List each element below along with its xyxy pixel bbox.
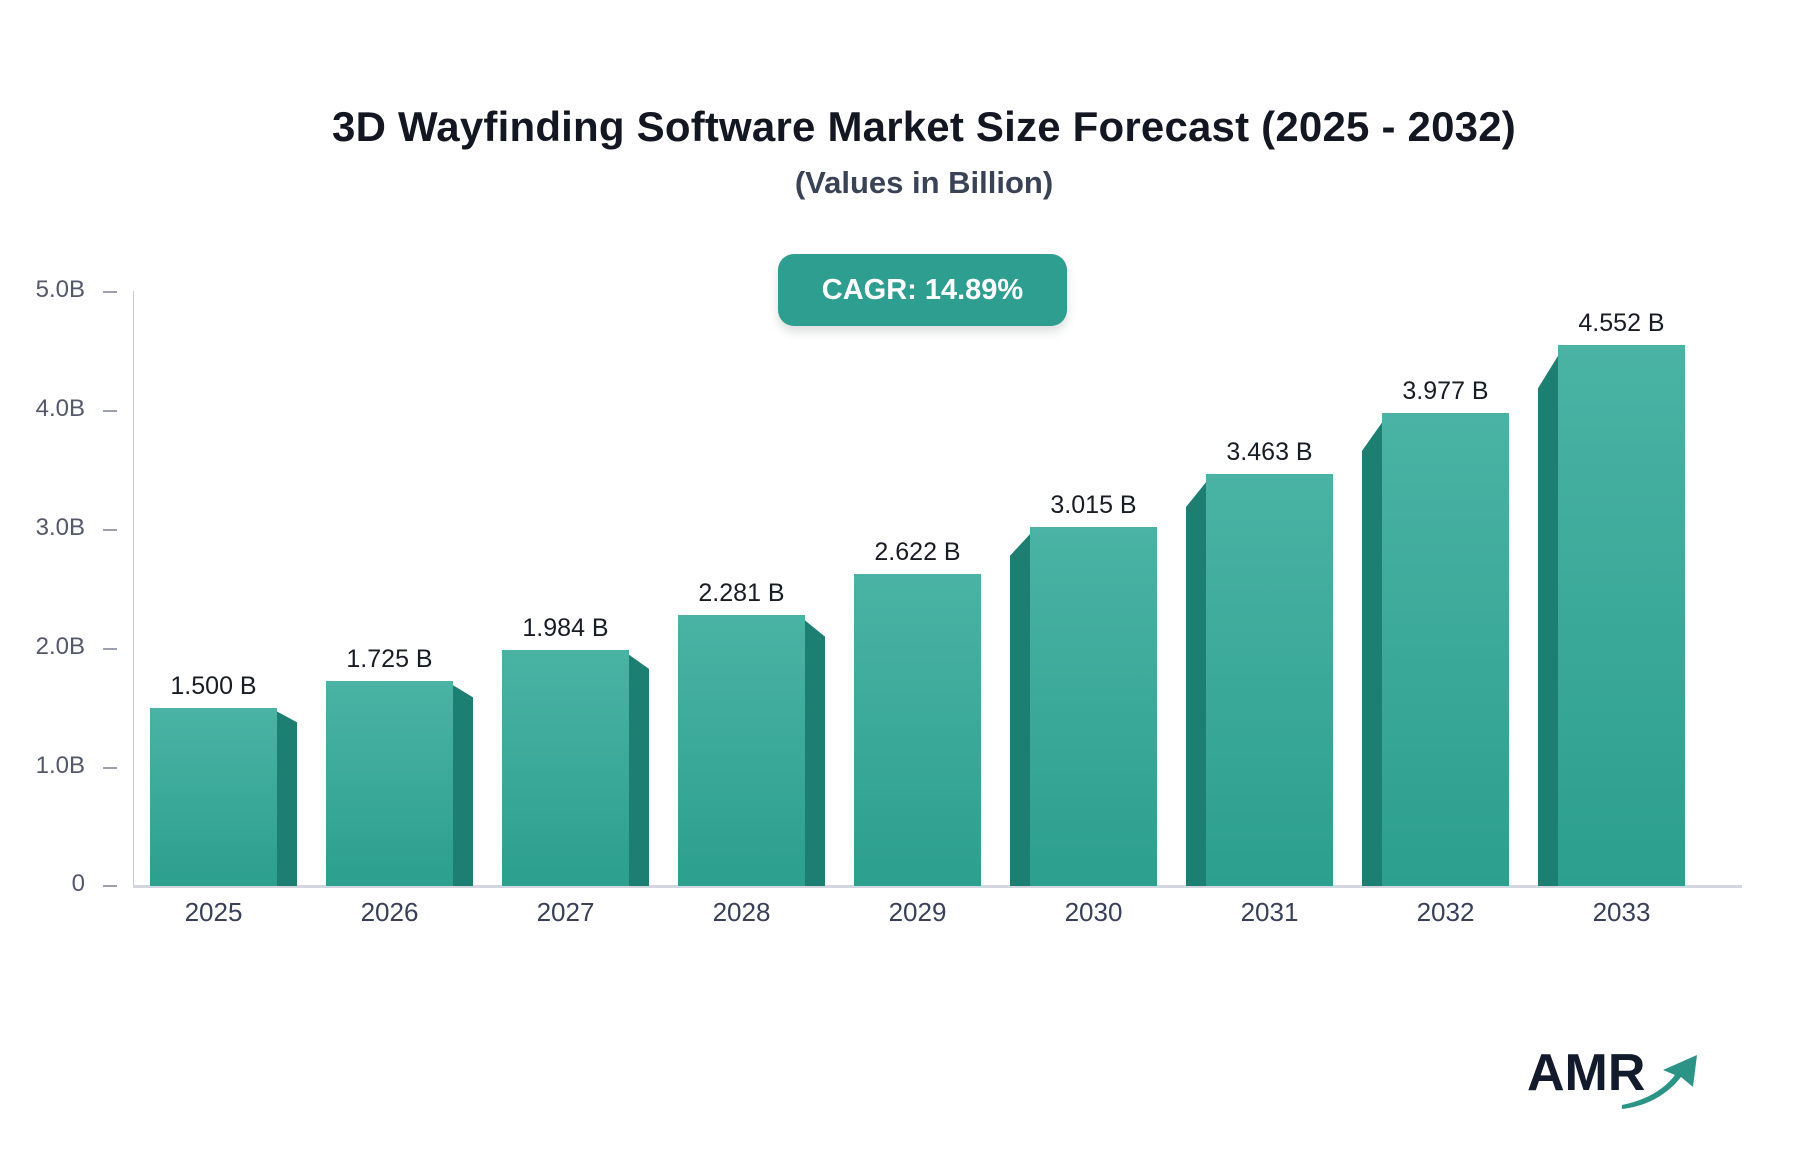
svg-text:AMR: AMR — [1527, 1044, 1645, 1102]
